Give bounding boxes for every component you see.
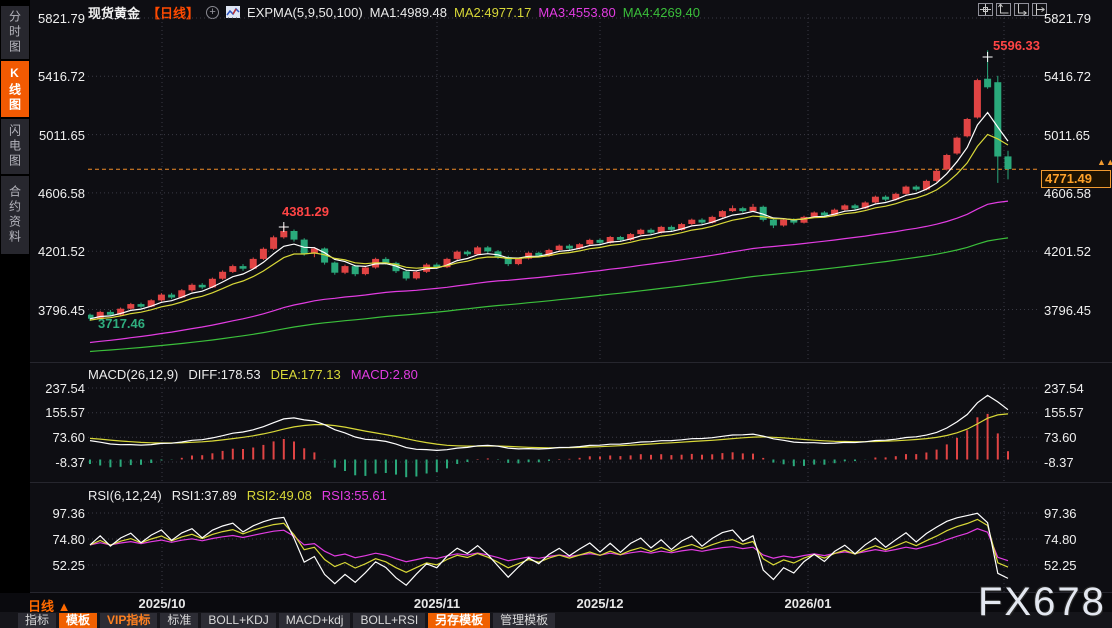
macd-chart[interactable] — [88, 384, 1040, 482]
rsi2-value: RSI2:49.08 — [246, 488, 312, 503]
rsi-axis-label-right: 97.36 — [1044, 506, 1077, 521]
price-axis-label-right: 5416.72 — [1044, 69, 1091, 84]
macd-axis-label-left: 237.54 — [45, 381, 85, 396]
toolbar-tab-2[interactable]: VIP指标 — [100, 612, 158, 628]
time-axis-label-1: 2025/11 — [413, 596, 461, 611]
time-axis-label-3: 2026/01 — [784, 596, 832, 611]
rsi-axis-label-right: 74.80 — [1044, 532, 1077, 547]
macd-title: MACD(26,12,9) — [88, 367, 179, 382]
macd-axis-label-right: 237.54 — [1044, 381, 1084, 396]
sidebar-item-0[interactable]: 分时图 — [1, 6, 29, 59]
price-axis-label-left: 3796.45 — [38, 303, 85, 318]
macd-dea-value: DEA:177.13 — [270, 367, 341, 382]
toolbar-tab-3[interactable]: 标准 — [160, 612, 199, 628]
toolbar-tab-0[interactable]: 指标 — [18, 612, 57, 628]
pan-right-icon[interactable] — [1032, 3, 1047, 16]
rsi1-value: RSI1:37.89 — [171, 488, 237, 503]
sidebar-item-2[interactable]: 闪电图 — [1, 119, 29, 174]
toolbar-tab-1[interactable]: 模板 — [59, 612, 98, 628]
low-price-annotation: 3717.46 — [98, 316, 145, 331]
macd-axis-label-left: -8.37 — [55, 455, 85, 470]
price-axis-label-left: 5011.65 — [38, 128, 85, 143]
macd-header: MACD(26,12,9) DIFF:178.53 DEA:177.13 MAC… — [88, 367, 418, 382]
bottom-toolbar: 指标 模板 VIP指标 标准 BOLL+KDJ MACD+kdj BOLL+RSI 另存模板管… — [0, 612, 1112, 628]
price-axis-label-right: 3796.45 — [1044, 303, 1091, 318]
price-axis-label-right: 4606.58 — [1044, 186, 1091, 201]
time-axis-label-2: 2025/12 — [576, 596, 624, 611]
pane-divider — [30, 482, 1112, 483]
price-axis-label-left: 4201.52 — [38, 244, 85, 259]
price-axis-label-right: 5011.65 — [1044, 128, 1091, 143]
price-axis-label-right: 5821.79 — [1044, 11, 1091, 26]
macd-axis-label-left: 155.57 — [45, 405, 85, 420]
ma1-value: MA1:4989.48 — [369, 4, 447, 20]
toolbar-tab-5[interactable]: MACD+kdj — [278, 612, 351, 628]
time-axis-row — [0, 593, 1112, 612]
chart-header: 现货黄金 【日线】 + EXPMA(5,9,50,100) MA1:4989.4… — [88, 3, 700, 21]
swing-high-annotation: 4381.29 — [282, 204, 329, 219]
price-axis-label-right: 4201.52 — [1044, 244, 1091, 259]
main-price-chart[interactable] — [88, 14, 1040, 362]
macd-axis-label-left: 73.60 — [52, 430, 85, 445]
rsi-header: RSI(6,12,24) RSI1:37.89 RSI2:49.08 RSI3:… — [88, 488, 387, 503]
sidebar-item-1[interactable]: K线图 — [1, 61, 29, 117]
crosshair-icon[interactable] — [978, 3, 993, 16]
macd-axis-label-right: -8.37 — [1044, 455, 1074, 470]
current-price-badge: 4771.49 — [1041, 170, 1111, 188]
macd-value: MACD:2.80 — [350, 367, 418, 382]
expma-title: EXPMA(5,9,50,100) — [247, 4, 363, 20]
toolbar-tab-8[interactable]: 管理模板 — [493, 612, 556, 628]
rsi-axis-label-left: 52.25 — [52, 558, 85, 573]
chart-background — [30, 0, 1112, 593]
toolbar-tab-4[interactable]: BOLL+KDJ — [201, 612, 276, 628]
period-selector[interactable]: 日线 ▲ — [28, 599, 71, 614]
rsi-chart[interactable] — [88, 503, 1040, 592]
price-axis-label-left: 5821.79 — [38, 11, 85, 26]
y-axis-scale-icon[interactable] — [996, 3, 1011, 16]
time-axis-label-0: 2025/10 — [138, 596, 186, 611]
ma2-value: MA2:4977.17 — [454, 4, 532, 20]
pane-divider — [30, 362, 1112, 363]
rsi-axis-label-left: 97.36 — [52, 506, 85, 521]
sidebar-item-3[interactable]: 合约资料 — [1, 176, 29, 254]
symbol-name: 现货黄金 — [88, 5, 141, 21]
toolbar-tab-7[interactable]: 另存模板 — [428, 612, 491, 628]
rsi-title: RSI(6,12,24) — [88, 488, 162, 503]
pane-divider — [30, 592, 1112, 593]
macd-diff-value: DIFF:178.53 — [188, 367, 261, 382]
rsi-axis-label-right: 52.25 — [1044, 558, 1077, 573]
macd-axis-label-right: 73.60 — [1044, 430, 1077, 445]
chart-toolbar-icons — [978, 3, 1047, 16]
ma4-value: MA4:4269.40 — [622, 4, 701, 20]
sidebar: 分时图 K线图 闪电图 合约资料 — [0, 0, 30, 593]
mini-chart-icon[interactable] — [226, 6, 241, 18]
price-up-arrow-icon: ▲▲ — [1097, 157, 1112, 167]
toolbar-tab-6[interactable]: BOLL+RSI — [353, 612, 426, 628]
high-price-annotation: 5596.33 — [993, 38, 1040, 53]
period-tag[interactable]: 【日线】 — [147, 5, 200, 21]
price-axis-label-left: 4606.58 — [38, 186, 85, 201]
rsi-axis-label-left: 74.80 — [52, 532, 85, 547]
ma3-value: MA3:4553.80 — [538, 4, 616, 20]
macd-axis-label-right: 155.57 — [1044, 405, 1084, 420]
x-axis-scale-icon[interactable] — [1014, 3, 1029, 16]
rsi3-value: RSI3:55.61 — [321, 488, 387, 503]
price-axis-label-left: 5416.72 — [38, 69, 85, 84]
